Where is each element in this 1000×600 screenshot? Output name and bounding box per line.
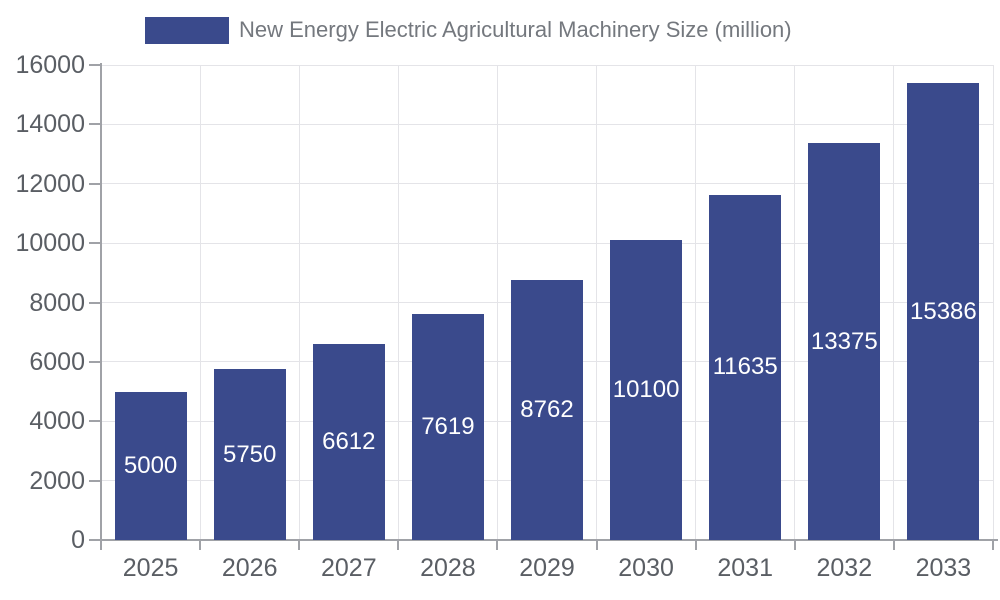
y-axis-tick bbox=[89, 64, 101, 66]
y-axis-tick-label: 16000 bbox=[15, 51, 85, 79]
gridline-vertical bbox=[596, 65, 598, 540]
x-axis-tick-label: 2029 bbox=[519, 554, 575, 582]
y-axis-tick-label: 2000 bbox=[29, 466, 85, 495]
x-axis-tick bbox=[199, 540, 202, 550]
gridline-vertical bbox=[695, 65, 697, 540]
bar-value-label: 10100 bbox=[612, 376, 680, 404]
x-axis-tick bbox=[992, 540, 994, 550]
bar-2032 bbox=[808, 142, 881, 540]
x-axis-tick-label: 2026 bbox=[221, 554, 278, 582]
x-axis-tick bbox=[892, 540, 895, 550]
gridline-vertical bbox=[199, 65, 201, 540]
y-axis-tick-label: 6000 bbox=[29, 347, 85, 376]
x-axis-tick-label: 2028 bbox=[420, 554, 476, 582]
legend-label: New Energy Electric Agricultural Machine… bbox=[239, 17, 792, 42]
bar-value-label: 5750 bbox=[222, 440, 277, 468]
y-axis-tick bbox=[89, 182, 101, 185]
bar-value-label: 6612 bbox=[322, 427, 376, 455]
y-axis-tick bbox=[89, 539, 101, 541]
x-axis-line bbox=[89, 539, 998, 541]
bar-2025 bbox=[114, 391, 187, 540]
gridline-vertical bbox=[397, 65, 399, 540]
x-axis-tick bbox=[793, 540, 796, 550]
y-axis-tick-label: 8000 bbox=[29, 288, 85, 317]
gridline-vertical bbox=[893, 65, 895, 540]
y-axis-tick-label: 14000 bbox=[15, 110, 85, 139]
y-axis-tick-label: 0 bbox=[71, 526, 85, 554]
bar-value-label: 7619 bbox=[421, 412, 475, 440]
gridline-horizontal bbox=[101, 123, 993, 125]
bar-2027 bbox=[312, 343, 385, 540]
bar-value-label: 15386 bbox=[910, 297, 977, 325]
x-axis-tick bbox=[694, 540, 697, 550]
bar-2033 bbox=[907, 83, 980, 540]
x-axis-tick-label: 2032 bbox=[816, 554, 873, 582]
bar-2030 bbox=[610, 240, 683, 540]
gridline-vertical bbox=[992, 65, 994, 540]
x-axis-tick-label: 2033 bbox=[915, 554, 972, 582]
bar-2029 bbox=[511, 279, 583, 540]
gridline-horizontal bbox=[101, 242, 993, 244]
gridline-vertical bbox=[794, 65, 796, 540]
x-axis-tick-label: 2027 bbox=[320, 554, 377, 582]
x-axis-tick-label: 2031 bbox=[717, 554, 773, 582]
gridline-vertical bbox=[298, 65, 300, 540]
y-axis-tick bbox=[89, 242, 101, 245]
x-axis-tick-label: 2025 bbox=[122, 554, 179, 582]
bar-value-label: 11635 bbox=[712, 353, 778, 381]
bar-value-label: 13375 bbox=[810, 327, 878, 355]
bar-value-label: 5000 bbox=[123, 451, 178, 479]
y-axis-tick bbox=[89, 123, 101, 126]
bar-2026 bbox=[213, 369, 286, 540]
bar-2028 bbox=[411, 313, 484, 540]
bar-value-label: 8762 bbox=[520, 395, 574, 423]
x-axis-tick bbox=[100, 540, 102, 550]
y-axis-tick bbox=[89, 360, 101, 363]
y-axis-tick-label: 4000 bbox=[29, 407, 85, 436]
legend-item[interactable]: New Energy Electric Agricultural Machine… bbox=[145, 13, 792, 47]
y-axis-tick bbox=[89, 420, 101, 423]
gridline-horizontal bbox=[101, 183, 993, 185]
y-axis-tick bbox=[89, 301, 101, 304]
x-axis-tick bbox=[397, 540, 400, 550]
x-axis-tick bbox=[595, 540, 598, 550]
y-axis-tick bbox=[89, 479, 101, 482]
y-axis-tick-label: 10000 bbox=[15, 229, 85, 258]
legend-swatch bbox=[145, 16, 229, 44]
x-axis-tick-label: 2030 bbox=[618, 554, 674, 582]
gridline-vertical bbox=[496, 65, 498, 540]
gridline-horizontal bbox=[101, 64, 993, 66]
bar-2031 bbox=[709, 194, 782, 540]
x-axis-tick bbox=[298, 540, 301, 550]
x-axis-tick bbox=[496, 540, 499, 550]
y-axis-tick-label: 12000 bbox=[15, 169, 85, 198]
y-axis-line bbox=[100, 63, 102, 550]
